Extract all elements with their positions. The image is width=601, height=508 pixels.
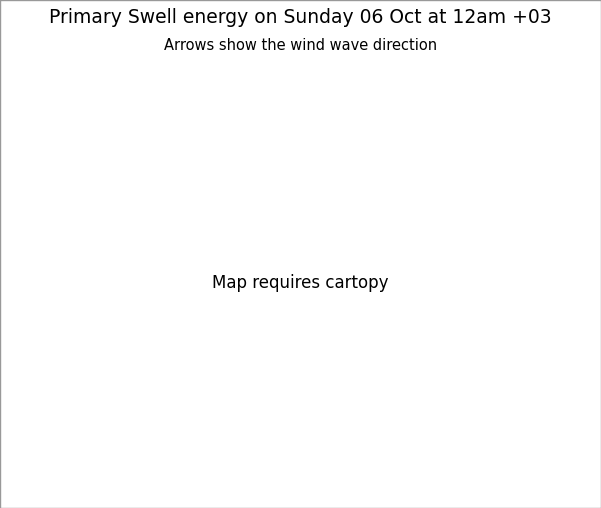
Text: Primary Swell energy on Sunday 06 Oct at 12am +03: Primary Swell energy on Sunday 06 Oct at… [49, 8, 552, 27]
Text: Arrows show the wind wave direction: Arrows show the wind wave direction [164, 38, 437, 53]
Text: Map requires cartopy: Map requires cartopy [212, 274, 389, 292]
